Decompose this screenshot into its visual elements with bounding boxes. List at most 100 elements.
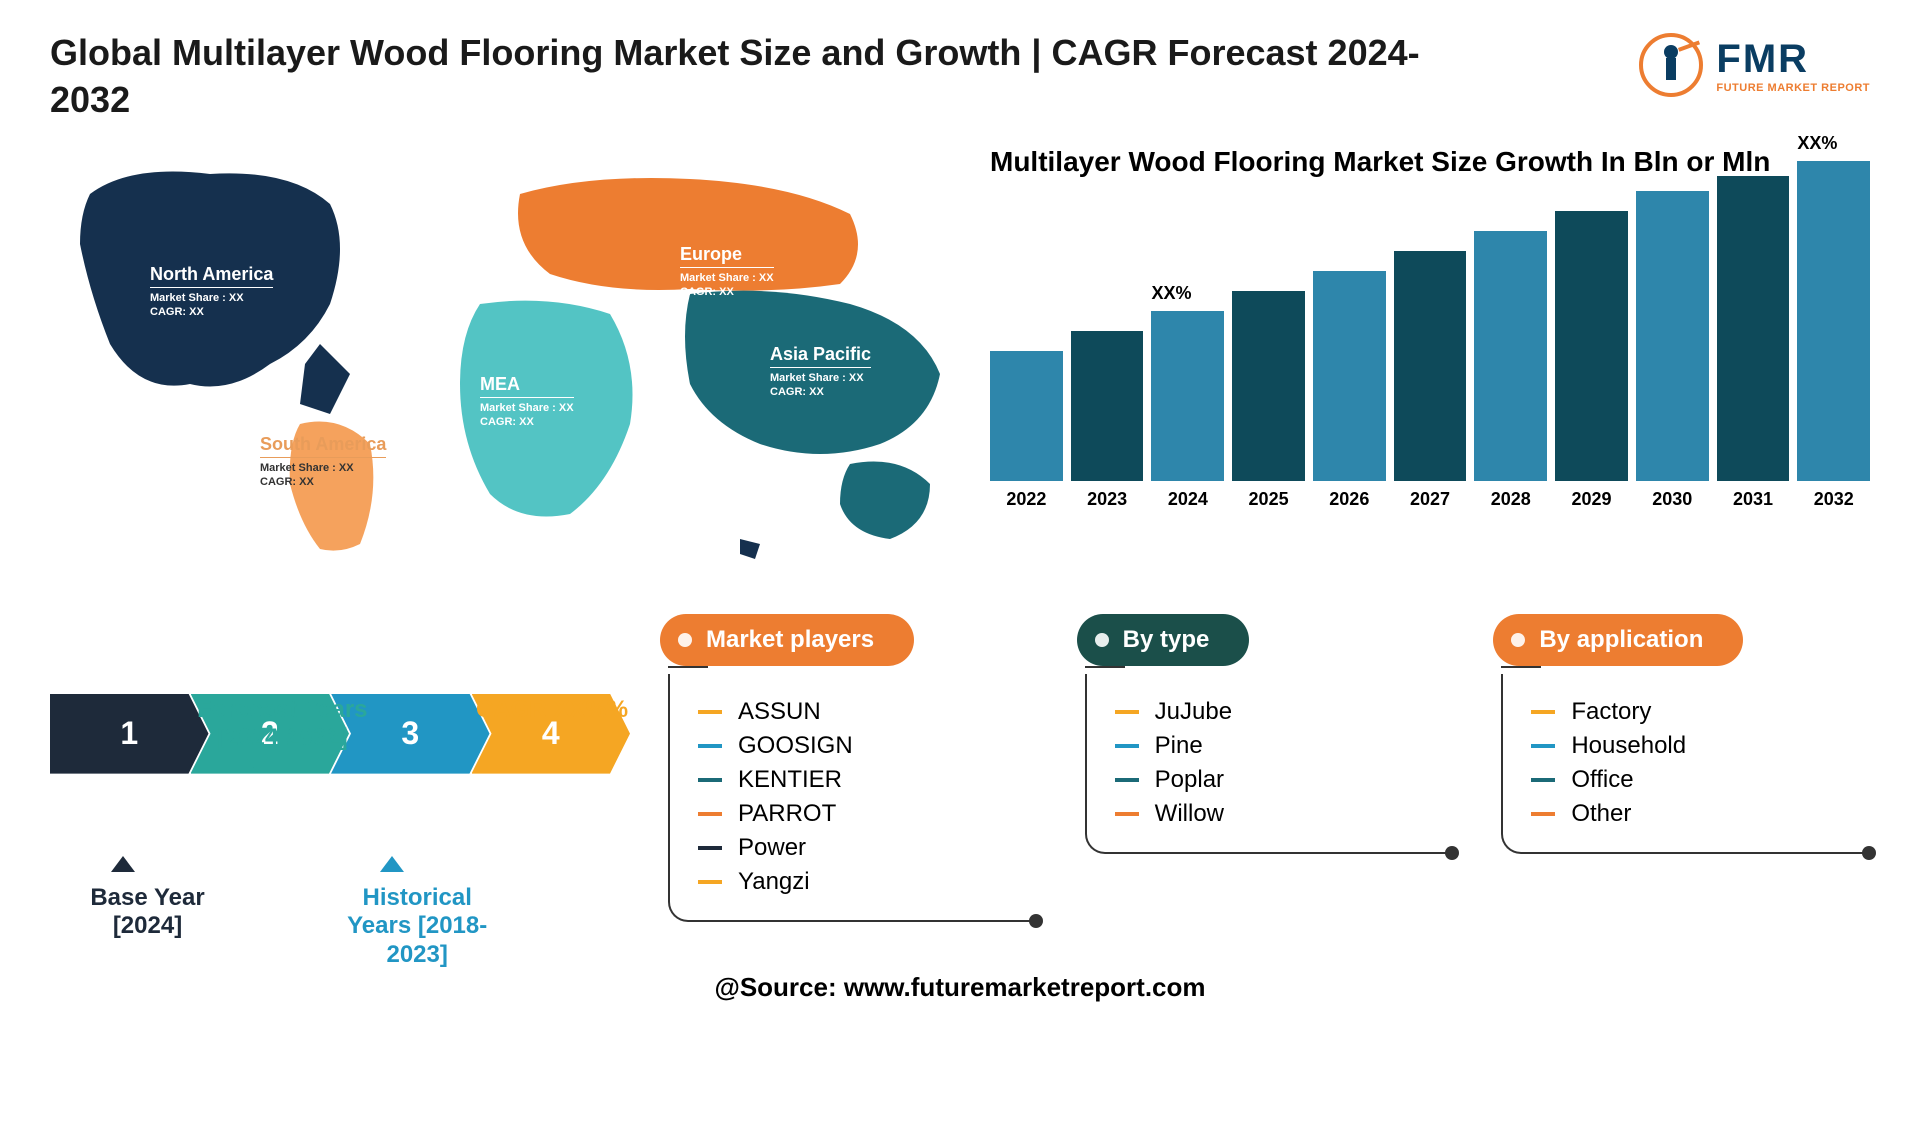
category-tick-icon: [1115, 812, 1139, 816]
bar-wrap: XX% 2024: [1151, 311, 1224, 510]
bar: XX%: [1797, 161, 1870, 481]
region-cagr: CAGR: XX: [150, 305, 273, 319]
category-item: Willow: [1115, 800, 1454, 828]
category-item-label: ASSUN: [738, 698, 821, 726]
bar-wrap: 2023: [1071, 331, 1144, 510]
category-item: PARROT: [698, 800, 1037, 828]
bar-wrap: 2025: [1232, 291, 1305, 510]
category-tick-icon: [1531, 812, 1555, 816]
bar: [990, 351, 1063, 481]
category-section: By application Factory Household Office …: [1493, 614, 1870, 922]
region-name: MEA: [480, 374, 574, 398]
category-list: JuJube Pine Poplar Willow: [1085, 674, 1454, 854]
category-item-label: Household: [1571, 732, 1686, 760]
bar-year-label: 2026: [1329, 489, 1369, 510]
timeline-label: CAGR XX%%: [465, 696, 640, 725]
category-tick-icon: [698, 744, 722, 748]
page-title: Global Multilayer Wood Flooring Market S…: [50, 30, 1450, 124]
timeline-arrow-icon: [245, 756, 269, 772]
logo-main-text: FMR: [1716, 37, 1809, 82]
pill-dot-icon: [1095, 633, 1109, 647]
region-cagr: CAGR: XX: [260, 475, 386, 489]
category-item: Household: [1531, 732, 1870, 760]
bar-chart: 2022 2023 XX% 2024 2025 2026 2027 2028 2…: [990, 190, 1870, 510]
category-item-label: JuJube: [1155, 698, 1232, 726]
region-label: Europe Market Share : XX CAGR: XX: [680, 244, 774, 300]
category-tick-icon: [698, 880, 722, 884]
bar: [1394, 251, 1467, 481]
category-item-label: Willow: [1155, 800, 1224, 828]
bar: [1071, 331, 1144, 481]
bar-year-label: 2028: [1491, 489, 1531, 510]
bar-wrap: 2029: [1555, 211, 1628, 510]
category-title: By application: [1539, 626, 1703, 654]
pill-dot-icon: [1511, 633, 1525, 647]
region-share: Market Share : XX: [480, 401, 574, 415]
category-item-label: Poplar: [1155, 766, 1224, 794]
logo-icon: [1636, 30, 1706, 100]
bar-wrap: 2026: [1313, 271, 1386, 510]
bar-wrap: 2031: [1717, 176, 1790, 510]
category-pill: By type: [1077, 614, 1250, 666]
bar-year-label: 2024: [1168, 489, 1208, 510]
category-item: JuJube: [1115, 698, 1454, 726]
category-pill: By application: [1493, 614, 1743, 666]
category-tick-icon: [698, 710, 722, 714]
bar-year-label: 2025: [1249, 489, 1289, 510]
bar-year-label: 2032: [1814, 489, 1854, 510]
category-tick-icon: [698, 778, 722, 782]
category-tick-icon: [698, 846, 722, 850]
category-item: ASSUN: [698, 698, 1037, 726]
header: Global Multilayer Wood Flooring Market S…: [50, 30, 1870, 124]
bar-wrap: XX% 2032: [1797, 161, 1870, 510]
bar-wrap: 2028: [1474, 231, 1547, 510]
category-item-label: Power: [738, 834, 806, 862]
category-list: ASSUN GOOSIGN KENTIER PARROT Power Yangz…: [668, 674, 1037, 922]
timeline-label: Forecast Years [2024-2032]: [195, 696, 370, 754]
bar-chart-section: Multilayer Wood Flooring Market Size Gro…: [990, 144, 1870, 564]
timeline-label: Historical Years [2018-2023]: [330, 884, 505, 970]
category-tick-icon: [1115, 710, 1139, 714]
region-share: Market Share : XX: [150, 291, 273, 305]
category-item: Poplar: [1115, 766, 1454, 794]
chart-title: Multilayer Wood Flooring Market Size Gro…: [990, 144, 1870, 180]
logo: FMR FUTURE MARKET REPORT: [1636, 30, 1870, 100]
bar-annotation: XX%: [1151, 283, 1191, 304]
timeline: 1234 Base Year [2024]Forecast Years [202…: [50, 614, 630, 774]
category-tick-icon: [1531, 744, 1555, 748]
region-name: Asia Pacific: [770, 344, 871, 368]
region-cagr: CAGR: XX: [480, 415, 574, 429]
category-item-label: Yangzi: [738, 868, 810, 896]
category-item: Other: [1531, 800, 1870, 828]
bar: [1555, 211, 1628, 481]
bar-year-label: 2022: [1006, 489, 1046, 510]
category-tick-icon: [1531, 778, 1555, 782]
category-item-label: Factory: [1571, 698, 1651, 726]
bar-year-label: 2030: [1652, 489, 1692, 510]
source-text: @Source: www.futuremarketreport.com: [50, 972, 1870, 1003]
category-item-label: GOOSIGN: [738, 732, 853, 760]
region-label: North America Market Share : XX CAGR: XX: [150, 264, 273, 320]
category-tick-icon: [698, 812, 722, 816]
category-tick-icon: [1115, 744, 1139, 748]
category-tick-icon: [1115, 778, 1139, 782]
category-item: Power: [698, 834, 1037, 862]
category-item-label: PARROT: [738, 800, 836, 828]
world-map: North America Market Share : XX CAGR: XX…: [50, 144, 970, 564]
category-pill: Market players: [660, 614, 914, 666]
category-item-label: KENTIER: [738, 766, 842, 794]
bar-year-label: 2031: [1733, 489, 1773, 510]
pill-dot-icon: [678, 633, 692, 647]
category-tick-icon: [1531, 710, 1555, 714]
region-label: MEA Market Share : XX CAGR: XX: [480, 374, 574, 430]
bar-annotation: XX%: [1797, 133, 1837, 154]
category-item: GOOSIGN: [698, 732, 1037, 760]
category-section: Market players ASSUN GOOSIGN KENTIER PAR…: [660, 614, 1037, 922]
bar: [1717, 176, 1790, 481]
timeline-segment: 1: [50, 694, 209, 774]
category-title: Market players: [706, 626, 874, 654]
timeline-label: Base Year [2024]: [60, 884, 235, 942]
bar: [1313, 271, 1386, 481]
region-name: South America: [260, 434, 386, 458]
region-share: Market Share : XX: [680, 271, 774, 285]
